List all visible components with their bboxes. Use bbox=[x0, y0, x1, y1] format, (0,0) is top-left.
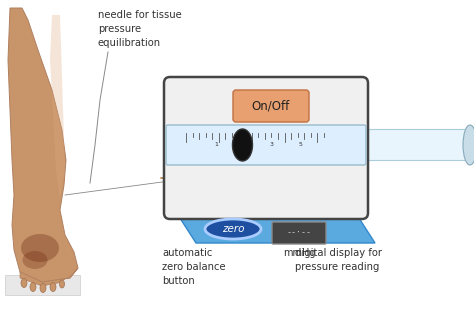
Ellipse shape bbox=[463, 125, 474, 165]
FancyBboxPatch shape bbox=[233, 90, 309, 122]
FancyBboxPatch shape bbox=[272, 222, 326, 244]
Text: 5: 5 bbox=[299, 143, 302, 148]
Text: zero: zero bbox=[222, 224, 244, 234]
FancyBboxPatch shape bbox=[358, 129, 474, 160]
Text: automatic
zero balance
button: automatic zero balance button bbox=[162, 248, 226, 286]
Polygon shape bbox=[50, 15, 65, 200]
FancyBboxPatch shape bbox=[166, 125, 366, 165]
Text: 3: 3 bbox=[270, 143, 273, 148]
Text: 2: 2 bbox=[239, 143, 243, 148]
Polygon shape bbox=[20, 268, 78, 286]
Text: On/Off: On/Off bbox=[252, 100, 290, 113]
Polygon shape bbox=[8, 8, 78, 282]
Text: digital display for
pressure reading: digital display for pressure reading bbox=[295, 248, 382, 272]
Ellipse shape bbox=[205, 219, 261, 239]
Text: mmHg: mmHg bbox=[283, 248, 315, 258]
Polygon shape bbox=[5, 275, 80, 295]
Ellipse shape bbox=[22, 251, 47, 269]
Polygon shape bbox=[160, 174, 192, 182]
Ellipse shape bbox=[21, 234, 59, 262]
Text: needle for tissue
pressure
equilibration: needle for tissue pressure equilibration bbox=[98, 10, 182, 48]
FancyBboxPatch shape bbox=[164, 77, 368, 219]
Ellipse shape bbox=[232, 129, 253, 161]
Ellipse shape bbox=[21, 279, 27, 287]
Text: --·--: --·-- bbox=[286, 228, 311, 237]
Polygon shape bbox=[178, 215, 375, 243]
Ellipse shape bbox=[50, 282, 56, 291]
Text: 1: 1 bbox=[214, 143, 219, 148]
Ellipse shape bbox=[60, 280, 64, 288]
Ellipse shape bbox=[40, 284, 46, 293]
Ellipse shape bbox=[30, 282, 36, 291]
